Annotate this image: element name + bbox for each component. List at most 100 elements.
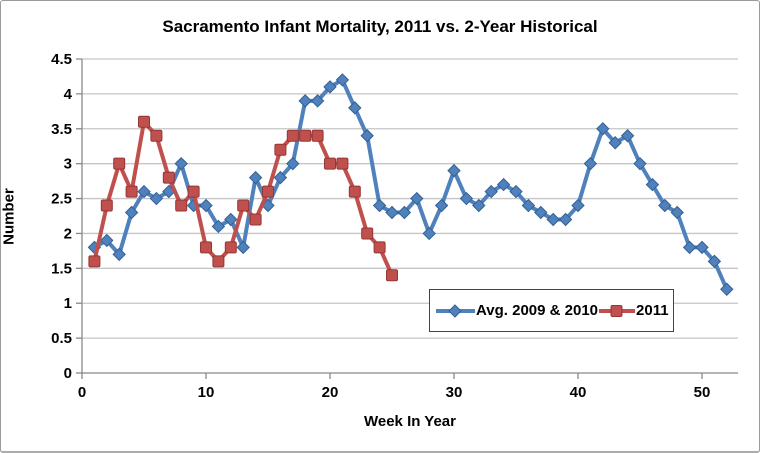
data-point-square [200, 241, 212, 254]
red-square-line-icon [598, 303, 636, 319]
data-point-diamond [720, 282, 734, 296]
data-point-diamond [496, 177, 511, 192]
y-tick-label: 1.5 [51, 260, 72, 277]
data-point-diamond [682, 240, 697, 255]
x-axis-title: Week In Year [363, 413, 456, 430]
data-point-diamond [571, 198, 585, 213]
data-point-diamond [707, 254, 722, 269]
data-point-square [138, 115, 150, 128]
data-point-diamond [323, 80, 337, 94]
data-point-diamond [211, 219, 226, 234]
data-point-diamond [100, 233, 114, 248]
data-point-diamond [273, 170, 288, 185]
y-tick-label: 0.5 [51, 330, 72, 347]
data-point-diamond [422, 226, 436, 241]
data-point-diamond [124, 205, 139, 220]
x-tick-label: 20 [322, 384, 339, 401]
legend: Avg. 2009 & 2010 2011 [429, 289, 674, 332]
data-point-diamond [112, 247, 126, 262]
data-point-diamond [360, 129, 374, 143]
data-point-diamond [348, 101, 362, 115]
y-tick-label: 4.5 [51, 51, 72, 68]
data-point-diamond [472, 198, 486, 213]
data-point-square [237, 199, 250, 212]
data-point-diamond [137, 184, 151, 199]
x-tick-label: 40 [570, 384, 587, 401]
legend-item-avg-2009-2010: Avg. 2009 & 2010 [435, 302, 598, 319]
data-point-diamond [620, 129, 635, 143]
data-point-square [262, 185, 274, 198]
data-point-diamond [658, 198, 672, 213]
data-point-diamond [521, 198, 536, 213]
series-line-0 [92, 77, 729, 292]
y-tick-label: 0 [64, 365, 72, 382]
data-point-square [100, 199, 113, 212]
data-point-square [187, 185, 200, 198]
data-point-diamond [335, 73, 350, 87]
data-point-diamond [310, 94, 325, 108]
data-point-square [150, 129, 163, 142]
data-point-diamond [149, 191, 164, 206]
data-point-diamond [397, 205, 412, 220]
data-point-diamond [372, 198, 387, 213]
data-point-square [299, 129, 312, 142]
data-point-diamond [633, 156, 647, 171]
data-point-square [286, 129, 299, 142]
data-point-diamond [236, 240, 250, 255]
y-tick-label: 3.5 [51, 121, 72, 138]
data-point-square [175, 199, 188, 212]
data-point-diamond [645, 177, 660, 192]
data-point-square [88, 255, 101, 268]
data-point-square [361, 227, 374, 240]
data-point-diamond [447, 163, 461, 178]
data-point-square [249, 213, 262, 226]
data-point-diamond [248, 170, 263, 185]
data-point-diamond [459, 191, 474, 206]
data-point-square [373, 241, 386, 254]
data-point-diamond [695, 240, 709, 255]
data-point-diamond [534, 205, 548, 220]
x-tick-label: 50 [694, 384, 711, 401]
data-point-diamond [410, 191, 424, 206]
data-point-diamond [298, 94, 312, 108]
legend-label-2011: 2011 [636, 302, 669, 319]
data-point-diamond [670, 205, 684, 220]
chart-title: Sacramento Infant Mortality, 2011 vs. 2-… [162, 17, 598, 36]
data-point-diamond [199, 198, 213, 213]
data-point-diamond [596, 122, 610, 136]
y-tick-label: 2.5 [51, 191, 72, 208]
data-point-square [125, 185, 138, 198]
x-tick-label: 30 [446, 384, 463, 401]
data-point-square [311, 129, 324, 142]
data-point-diamond [583, 156, 598, 171]
data-point-square [162, 171, 175, 184]
data-point-diamond [608, 136, 622, 150]
data-point-diamond [434, 198, 449, 213]
data-point-square [113, 157, 126, 170]
data-point-diamond [509, 184, 523, 199]
legend-label-avg: Avg. 2009 & 2010 [476, 302, 599, 319]
data-point-diamond [224, 212, 238, 227]
y-tick-label: 4 [64, 86, 73, 103]
data-point-square [324, 157, 336, 170]
data-point-diamond [385, 205, 399, 220]
x-tick-label: 0 [78, 384, 86, 401]
data-point-square [386, 269, 398, 282]
data-point-square [274, 143, 287, 156]
data-point-diamond [484, 184, 498, 199]
data-point-diamond [546, 212, 560, 227]
legend-item-2011: 2011 [598, 302, 669, 319]
blue-diamond-line-icon [435, 303, 476, 319]
x-tick-label: 10 [198, 384, 215, 401]
data-point-diamond [286, 156, 300, 171]
data-point-square [348, 185, 361, 198]
data-point-square [212, 255, 225, 268]
data-point-square [224, 241, 237, 254]
y-tick-label: 3 [64, 156, 72, 173]
data-point-diamond [558, 212, 573, 227]
y-tick-label: 2 [64, 225, 72, 242]
y-tick-label: 1 [64, 295, 72, 312]
data-point-square [336, 157, 349, 170]
